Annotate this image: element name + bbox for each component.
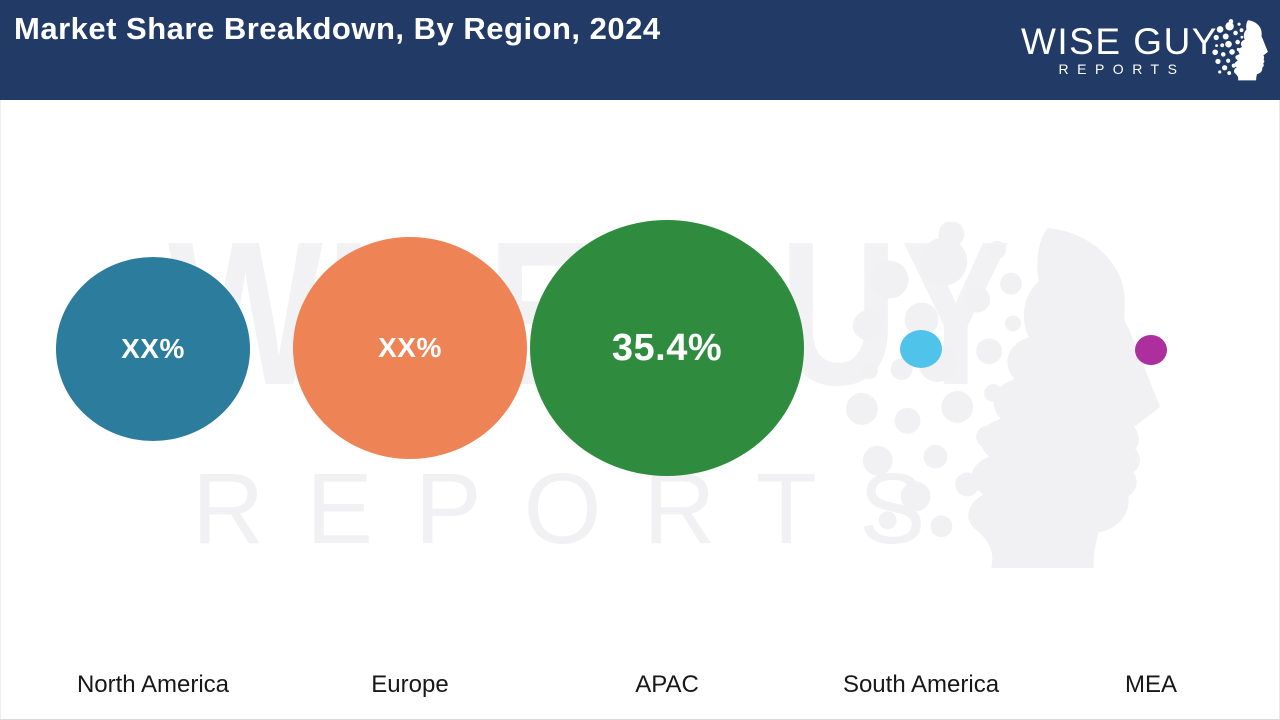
- category-label-north-america: North America: [76, 671, 230, 698]
- category-label-europe: Europe: [371, 671, 449, 698]
- bubble-europe: XX%: [293, 237, 527, 459]
- category-label-south-america: South America: [842, 671, 1000, 698]
- header-bar: Market Share Breakdown, By Region, 2024 …: [0, 0, 1280, 100]
- bubble-apac: 35.4%: [530, 220, 804, 476]
- logo-wordmark: WISE GUY: [1020, 20, 1218, 62]
- bubble-value-label: XX%: [121, 333, 185, 364]
- logo-head-icon: [1212, 19, 1268, 81]
- page-title: Market Share Breakdown, By Region, 2024: [14, 11, 661, 46]
- bubble-mea: [1135, 335, 1167, 365]
- logo-subtitle: REPORTS: [1058, 61, 1186, 78]
- bubble-value-label: XX%: [378, 332, 442, 363]
- bubble-south-america: [900, 330, 942, 368]
- logo-text: WISE GUY REPORTS: [1020, 20, 1218, 78]
- watermark-head-icon: [845, 222, 1161, 569]
- bubble-north-america: XX%: [56, 257, 250, 441]
- category-label-apac: APAC: [635, 671, 699, 698]
- watermark-subtitle: REPORTS: [192, 453, 968, 565]
- wise-guy-logo: WISE GUY REPORTS: [1021, 8, 1270, 92]
- category-label-mea: MEA: [1124, 671, 1177, 698]
- bubble-value-label: 35.4%: [611, 326, 723, 369]
